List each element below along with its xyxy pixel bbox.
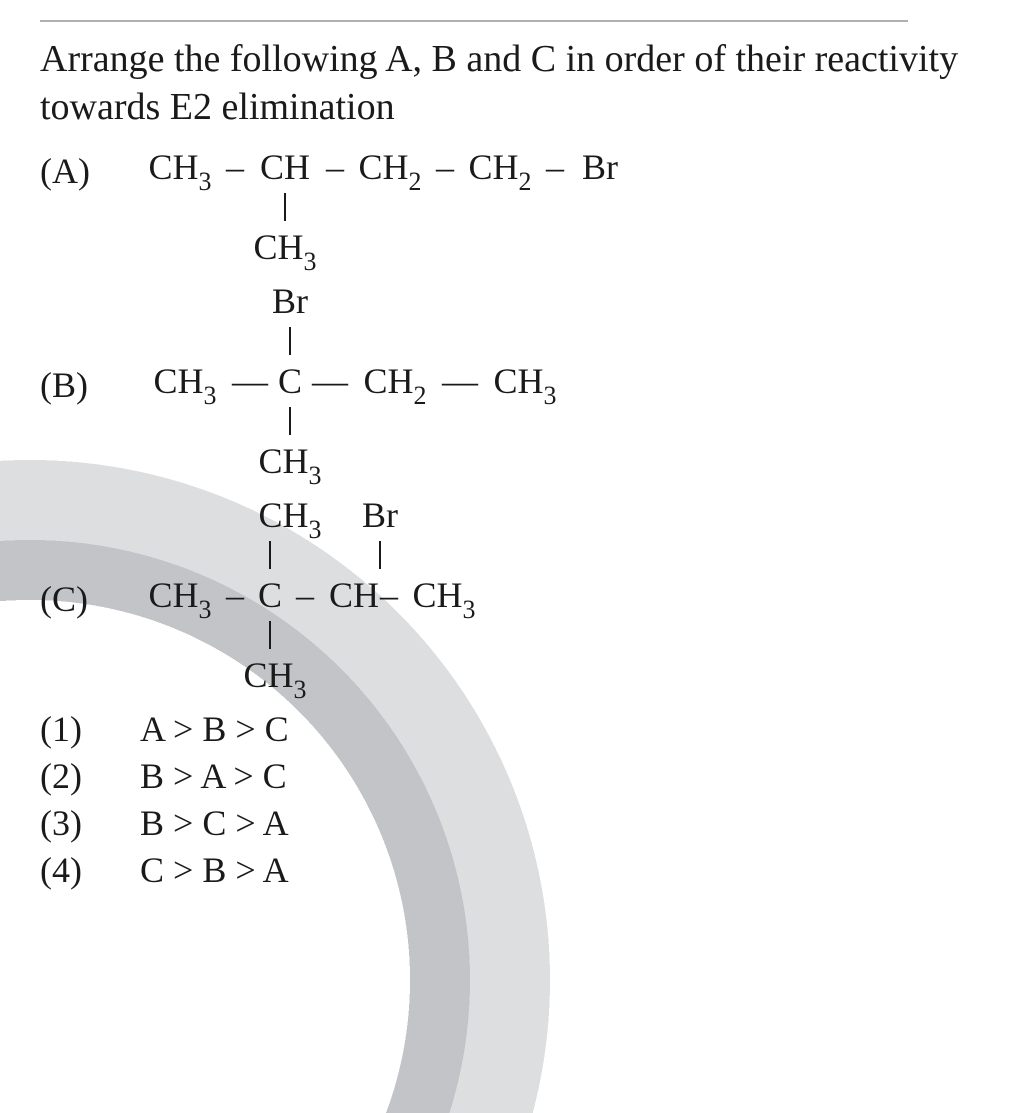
- answer-2-text: B > A > C: [140, 754, 287, 799]
- answer-2-label: (2): [40, 754, 140, 799]
- answer-4-text: C > B > A: [140, 848, 289, 893]
- structure-B-formula: Br CH3—C—CH2—CH3 CH3: [140, 283, 570, 483]
- answer-1-text: A > B > C: [140, 707, 289, 752]
- answer-options: (1) A > B > C (2) B > A > C (3) B > C > …: [40, 707, 984, 893]
- structure-B-label: (B): [40, 283, 140, 408]
- answer-option-2: (2) B > A > C: [40, 754, 984, 799]
- structure-C-formula: CH3Br CH3–C–CH–CH3 CH3: [140, 497, 484, 697]
- question-text: Arrange the following A, B and C in orde…: [40, 36, 984, 131]
- structure-C: (C) CH3Br CH3–C–CH–CH3 CH3: [40, 497, 984, 697]
- answer-3-label: (3): [40, 801, 140, 846]
- answer-1-label: (1): [40, 707, 140, 752]
- structure-A: (A) CH3–CH–CH2–CH2–Br CH3: [40, 149, 984, 269]
- answer-option-1: (1) A > B > C: [40, 707, 984, 752]
- answer-3-text: B > C > A: [140, 801, 289, 846]
- top-rule: [40, 20, 908, 22]
- structure-B: (B) Br CH3—C—CH2—CH3 CH3: [40, 283, 984, 483]
- answer-option-3: (3) B > C > A: [40, 801, 984, 846]
- structure-A-formula: CH3–CH–CH2–CH2–Br CH3: [140, 149, 630, 269]
- answer-4-label: (4): [40, 848, 140, 893]
- answer-option-4: (4) C > B > A: [40, 848, 984, 893]
- structure-C-label: (C): [40, 497, 140, 622]
- structure-A-label: (A): [40, 149, 140, 194]
